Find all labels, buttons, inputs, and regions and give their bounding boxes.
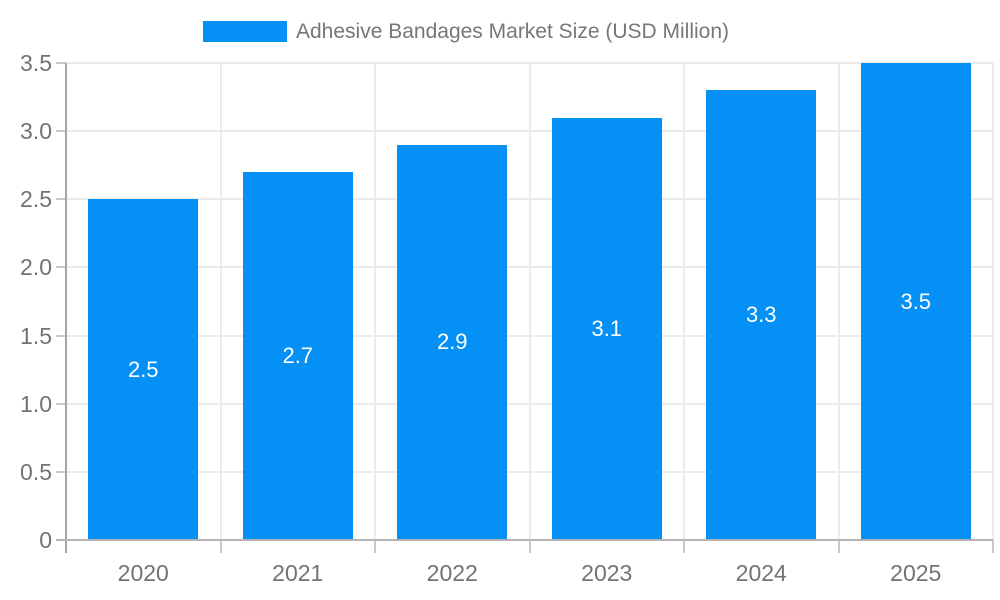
bar-value-label: 3.3 xyxy=(745,302,777,328)
y-axis-line xyxy=(65,63,67,553)
legend-item[interactable]: Adhesive Bandages Market Size (USD Milli… xyxy=(203,21,729,42)
y-axis-tick xyxy=(56,130,66,133)
y-tick-label: 1.5 xyxy=(20,322,52,349)
legend-label: Adhesive Bandages Market Size (USD Milli… xyxy=(296,20,730,43)
y-tick-label: 2.0 xyxy=(20,254,52,281)
y-tick-label: 0 xyxy=(39,527,52,553)
v-gridline xyxy=(683,63,685,540)
bar-value-label: 3.1 xyxy=(591,315,623,341)
v-gridline xyxy=(528,63,531,540)
y-axis-tick xyxy=(56,334,66,337)
v-gridline xyxy=(837,63,840,540)
x-axis-tick xyxy=(837,540,840,553)
bar-value-label: 3.5 xyxy=(900,288,932,314)
legend: Adhesive Bandages Market Size (USD Milli… xyxy=(203,21,729,42)
x-tick-label: 2024 xyxy=(735,560,787,586)
bar-2025 xyxy=(860,63,971,540)
bar-2022 xyxy=(397,144,508,540)
x-axis-tick xyxy=(992,540,994,553)
bar-value-label: 2.9 xyxy=(436,329,468,355)
bar-2024 xyxy=(706,90,817,540)
bar-2021 xyxy=(242,172,353,540)
y-tick-label: 2.5 xyxy=(20,186,52,213)
v-gridline xyxy=(992,63,994,540)
y-axis-tick xyxy=(56,266,66,269)
y-tick-label: 3.5 xyxy=(20,50,52,76)
v-gridline xyxy=(219,63,222,540)
x-tick-label: 2025 xyxy=(890,560,942,586)
bar-value-label: 2.5 xyxy=(127,356,159,382)
y-axis-tick xyxy=(56,62,66,64)
x-tick-label: 2021 xyxy=(272,560,324,586)
y-axis-tick xyxy=(56,198,66,201)
x-axis-baseline xyxy=(56,539,993,541)
x-tick-label: 2022 xyxy=(426,560,478,586)
x-tick-label: 2023 xyxy=(581,560,633,586)
legend-swatch-icon xyxy=(203,21,287,42)
v-gridline xyxy=(374,63,376,540)
bar-2020 xyxy=(88,199,199,540)
y-tick-label: 3.0 xyxy=(20,118,52,145)
x-axis-tick xyxy=(219,540,222,553)
y-axis-tick xyxy=(56,470,66,473)
x-axis-tick xyxy=(683,540,685,553)
y-axis-tick xyxy=(56,402,66,405)
x-tick-label: 2020 xyxy=(117,560,169,586)
bar-2023 xyxy=(551,117,662,540)
y-tick-label: 0.5 xyxy=(20,458,52,485)
y-tick-label: 1.0 xyxy=(20,390,52,417)
bar-value-label: 2.7 xyxy=(282,343,314,368)
x-axis-tick xyxy=(374,540,376,553)
x-axis-tick xyxy=(528,540,531,553)
